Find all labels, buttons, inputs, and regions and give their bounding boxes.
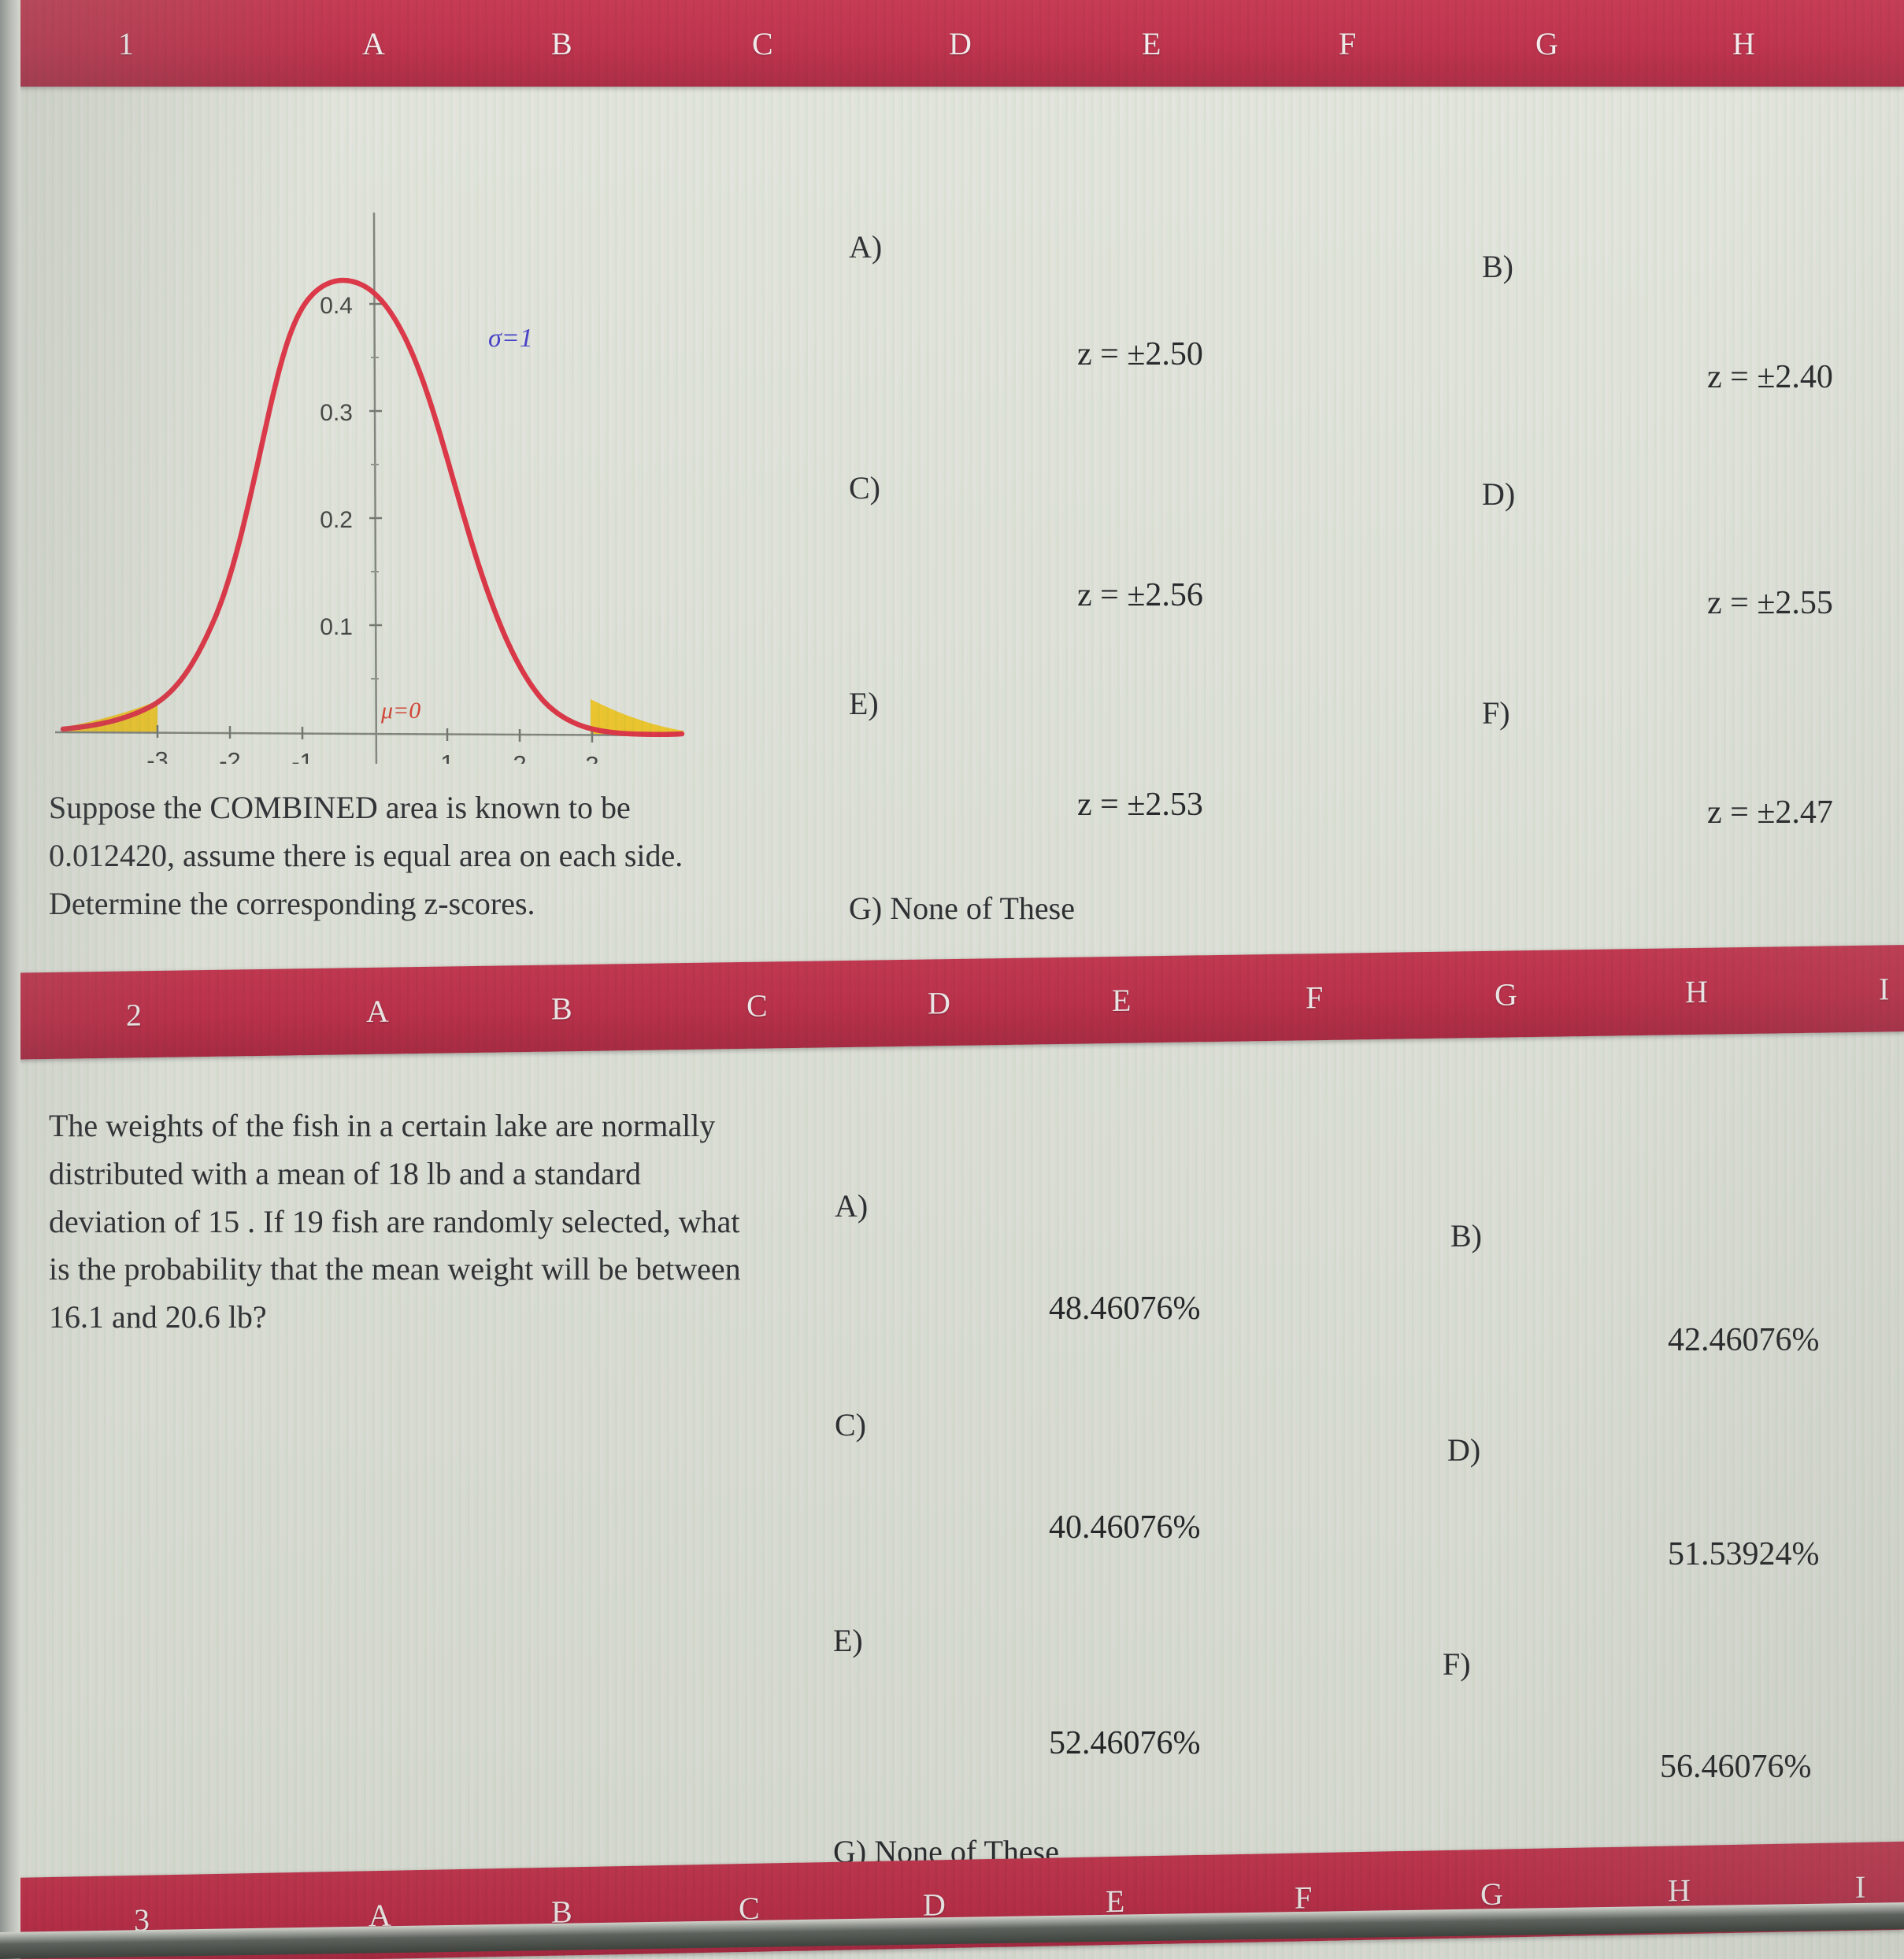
question-2-choice-e[interactable]: E: [1112, 982, 1132, 1018]
question-2-choice-c[interactable]: C: [746, 987, 768, 1024]
mu-annotation: μ=0: [380, 698, 420, 724]
question-1-number: 1: [118, 25, 135, 61]
q1-option-d-label[interactable]: D): [1482, 476, 1516, 512]
y-tick-label-0-1: 0.1: [320, 614, 353, 640]
q2-option-e-value[interactable]: 52.46076%: [1049, 1725, 1201, 1761]
question-3-choice-i[interactable]: I: [1855, 1868, 1866, 1905]
q2-option-d-value[interactable]: 51.53924%: [1668, 1536, 1820, 1572]
question-2-choice-a[interactable]: A: [366, 993, 389, 1029]
q1-option-d-value[interactable]: z = ±2.55: [1707, 585, 1833, 621]
question-1-choice-a[interactable]: A: [362, 25, 385, 61]
question-1-choice-h[interactable]: H: [1732, 25, 1755, 61]
q2-option-a-value[interactable]: 48.46076%: [1049, 1291, 1201, 1327]
q1-option-e-label[interactable]: E): [849, 686, 879, 721]
question-2-choice-g[interactable]: G: [1495, 976, 1517, 1013]
question-2-choice-d[interactable]: D: [928, 984, 950, 1020]
monitor-left-bezel: [0, 0, 20, 1959]
q1-option-b-label[interactable]: B): [1482, 249, 1513, 284]
q1-option-a-value[interactable]: z = ±2.50: [1077, 336, 1203, 372]
question-1-choice-c[interactable]: C: [752, 25, 773, 61]
question-2-stem: The weights of the fish in a certain lak…: [49, 1108, 741, 1335]
q2-option-c-label[interactable]: C): [835, 1407, 866, 1442]
question-1-choice-f[interactable]: F: [1339, 25, 1357, 61]
q1-option-e-value[interactable]: z = ±2.53: [1077, 787, 1203, 823]
question-1-choice-d[interactable]: D: [949, 25, 972, 61]
q1-option-c-value[interactable]: z = ±2.56: [1077, 577, 1203, 613]
question-1-stem: Suppose the COMBINED area is known to be…: [49, 790, 683, 921]
right-tail-shading: [591, 699, 683, 735]
question-3-choice-g[interactable]: G: [1480, 1876, 1503, 1912]
y-tick-label-0-2: 0.2: [320, 507, 353, 533]
normal-curve-svg: 0.4 0.3 0.2 0.1 -3 -2 -1 1 2 3 σ=1 μ=0 z…: [54, 212, 685, 764]
q2-option-f-label[interactable]: F): [1443, 1646, 1471, 1682]
question-1-body: 0.4 0.3 0.2 0.1 -3 -2 -1 1 2 3 σ=1 μ=0 z…: [0, 87, 1904, 959]
question-1-header-bar: 1 A B C D E F G H: [0, 0, 1904, 87]
x-tick-label-neg2: -2: [219, 747, 241, 764]
question-1-choice-e[interactable]: E: [1142, 25, 1161, 61]
question-3-choice-h[interactable]: H: [1668, 1872, 1691, 1909]
question-3-choice-f[interactable]: F: [1295, 1879, 1313, 1916]
x-tick-label-neg1: -1: [291, 748, 313, 764]
x-axis: [54, 731, 678, 737]
q2-option-a-label[interactable]: A): [835, 1188, 869, 1224]
question-2-body: The weights of the fish in a certain lak…: [0, 1046, 1904, 1869]
q1-option-f-value[interactable]: z = ±2.47: [1707, 794, 1833, 831]
question-2-choice-f[interactable]: F: [1306, 979, 1324, 1015]
q2-option-b-value[interactable]: 42.46076%: [1668, 1322, 1820, 1358]
y-tick-label-0-3: 0.3: [320, 400, 353, 426]
x-tick-label-3: 3: [585, 751, 598, 764]
q2-option-f-value[interactable]: 56.46076%: [1660, 1749, 1812, 1785]
q1-option-c-label[interactable]: C): [849, 470, 880, 505]
question-2-choice-h[interactable]: H: [1685, 973, 1708, 1009]
question-2-choice-i[interactable]: I: [1879, 970, 1890, 1007]
x-tick-label-2: 2: [513, 750, 526, 764]
question-2-choice-b[interactable]: B: [551, 990, 572, 1027]
q1-option-f-label[interactable]: F): [1482, 695, 1510, 731]
x-tick-label-neg3: -3: [146, 746, 169, 764]
q2-option-c-value[interactable]: 40.46076%: [1049, 1509, 1201, 1546]
question-2-number: 2: [126, 996, 143, 1033]
q1-option-b-value[interactable]: z = ±2.40: [1707, 359, 1833, 395]
q2-option-d-label[interactable]: D): [1447, 1432, 1481, 1468]
normal-density-curve: [60, 277, 685, 737]
q2-option-b-label[interactable]: B): [1450, 1218, 1482, 1254]
y-tick-label-0-4: 0.4: [320, 293, 353, 319]
question-1-choice-b[interactable]: B: [551, 25, 572, 61]
q1-option-a-label[interactable]: A): [849, 229, 883, 265]
normal-distribution-chart: 0.4 0.3 0.2 0.1 -3 -2 -1 1 2 3 σ=1 μ=0 z…: [47, 189, 795, 764]
q2-option-e-label[interactable]: E): [833, 1623, 863, 1658]
question-1-choice-g[interactable]: G: [1535, 25, 1558, 61]
sigma-annotation: σ=1: [488, 324, 533, 353]
question-2-header-bar: 2 A B C D E F G H I: [0, 945, 1904, 1060]
x-tick-label-1: 1: [440, 750, 454, 764]
q1-option-g-none-of-these[interactable]: G) None of These: [849, 891, 1075, 926]
y-axis: [372, 212, 378, 764]
